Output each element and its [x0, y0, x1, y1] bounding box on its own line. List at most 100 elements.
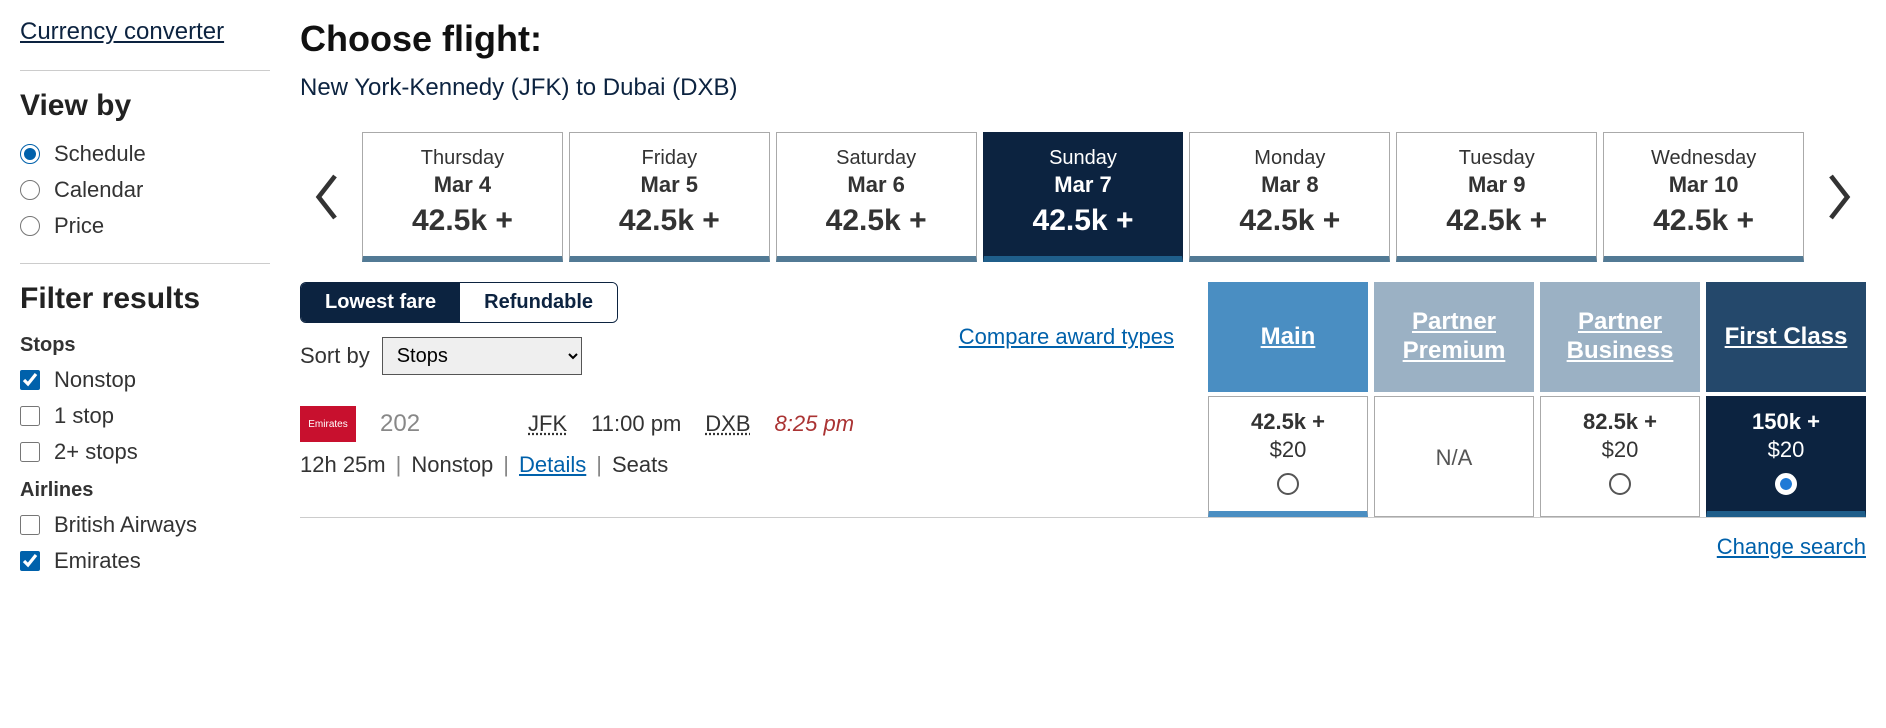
separator: | [503, 452, 509, 478]
stops-2plus-check[interactable] [20, 442, 40, 462]
viewby-calendar-radio[interactable] [20, 180, 40, 200]
details-link[interactable]: Details [519, 452, 586, 478]
chevron-right-icon [1824, 173, 1852, 221]
price-radio[interactable] [1775, 473, 1797, 495]
price-money: $20 [1545, 437, 1695, 463]
flight-number: 202 [380, 410, 420, 438]
price-radio[interactable] [1609, 473, 1631, 495]
stops-nonstop[interactable]: Nonstop [20, 367, 270, 393]
cabin-header-3[interactable]: First Class [1706, 282, 1866, 392]
date-day: Friday [574, 147, 765, 170]
viewby-calendar-label: Calendar [54, 177, 143, 203]
compare-award-link[interactable]: Compare award types [959, 324, 1174, 350]
stops-1stop[interactable]: 1 stop [20, 403, 270, 429]
stops-text: Nonstop [411, 452, 493, 478]
cabin-header-0[interactable]: Main [1208, 282, 1368, 392]
price-pts: 150k + [1711, 409, 1861, 435]
separator: | [596, 452, 602, 478]
airline-british[interactable]: British Airways [20, 512, 270, 538]
price-cell-1: N/A [1374, 396, 1534, 517]
dep-time: 11:00 pm [591, 411, 681, 437]
viewby-calendar[interactable]: Calendar [20, 177, 270, 203]
date-date: Mar 10 [1608, 172, 1799, 198]
currency-converter-link[interactable]: Currency converter [20, 18, 224, 45]
next-dates-button[interactable] [1810, 132, 1866, 262]
arr-time: 8:25 pm [775, 411, 855, 437]
date-day: Tuesday [1401, 147, 1592, 170]
date-day: Sunday [988, 147, 1179, 170]
date-day: Thursday [367, 147, 558, 170]
viewby-price-label: Price [54, 213, 104, 239]
date-price: 42.5k + [1401, 204, 1592, 238]
arr-airport: DXB [705, 411, 750, 437]
airline-british-check[interactable] [20, 515, 40, 535]
date-day: Monday [1194, 147, 1385, 170]
stops-2plus[interactable]: 2+ stops [20, 439, 270, 465]
separator: | [396, 452, 402, 478]
flight-row: Emirates 202 JFK 11:00 pm DXB 8:25 pm 12… [300, 392, 1866, 518]
fare-toggle-refundable[interactable]: Refundable [460, 283, 617, 322]
date-date: Mar 6 [781, 172, 972, 198]
airline-logo-icon: Emirates [300, 406, 356, 442]
stops-1stop-check[interactable] [20, 406, 40, 426]
date-price: 42.5k + [988, 204, 1179, 238]
change-search-link[interactable]: Change search [1717, 534, 1866, 559]
viewby-price-radio[interactable] [20, 216, 40, 236]
sort-by: Sort by Stops [300, 337, 618, 375]
date-card-6[interactable]: WednesdayMar 1042.5k + [1603, 132, 1804, 262]
price-cell-3[interactable]: 150k +$20 [1706, 396, 1866, 517]
controls-left: Lowest fare Refundable Sort by Stops [300, 282, 618, 375]
date-card-1[interactable]: FridayMar 5 42.5k + [569, 132, 770, 262]
divider [20, 263, 270, 264]
sort-by-select[interactable]: Stops [382, 337, 582, 375]
date-day: Saturday [781, 147, 972, 170]
controls-row: Lowest fare Refundable Sort by Stops Com… [300, 282, 1866, 392]
prev-dates-button[interactable] [300, 132, 356, 262]
date-price: 42.5k + [1194, 204, 1385, 238]
viewby-schedule[interactable]: Schedule [20, 141, 270, 167]
date-card-0[interactable]: ThursdayMar 4 42.5k + [362, 132, 563, 262]
date-price: 42.5k + [574, 204, 765, 238]
view-by-title: View by [20, 89, 270, 123]
fare-toggle-lowest[interactable]: Lowest fare [301, 283, 460, 322]
date-card-3[interactable]: SundayMar 742.5k + [983, 132, 1184, 262]
date-date: Mar 4 [367, 172, 558, 198]
price-pts: 42.5k + [1213, 409, 1363, 435]
date-card-5[interactable]: TuesdayMar 942.5k + [1396, 132, 1597, 262]
date-price: 42.5k + [1608, 204, 1799, 238]
sidebar: Currency converter View by Schedule Cale… [20, 18, 290, 710]
cabin-header-1[interactable]: Partner Premium [1374, 282, 1534, 392]
viewby-price[interactable]: Price [20, 213, 270, 239]
stops-nonstop-check[interactable] [20, 370, 40, 390]
viewby-schedule-radio[interactable] [20, 144, 40, 164]
price-cells: 42.5k +$20N/A82.5k +$20150k +$20 [1208, 392, 1866, 517]
price-cell-0[interactable]: 42.5k +$20 [1208, 396, 1368, 517]
date-strip: ThursdayMar 4 42.5k + FridayMar 5 42.5k + Sa… [300, 132, 1866, 262]
price-money: $20 [1213, 437, 1363, 463]
flight-info: Emirates 202 JFK 11:00 pm DXB 8:25 pm 12… [300, 392, 1208, 517]
flight-line1: Emirates 202 JFK 11:00 pm DXB 8:25 pm [300, 406, 1198, 442]
sort-by-label: Sort by [300, 343, 370, 369]
viewby-schedule-label: Schedule [54, 141, 146, 167]
price-cell-2[interactable]: 82.5k +$20 [1540, 396, 1700, 517]
stops-1stop-label: 1 stop [54, 403, 114, 429]
change-search-row: Change search [300, 534, 1866, 560]
date-date: Mar 5 [574, 172, 765, 198]
price-pts: 82.5k + [1545, 409, 1695, 435]
date-card-2[interactable]: SaturdayMar 642.5k + [776, 132, 977, 262]
duration: 12h 25m [300, 452, 386, 478]
date-card-4[interactable]: MondayMar 842.5k + [1189, 132, 1390, 262]
airlines-label: Airlines [20, 479, 270, 502]
airline-emirates-check[interactable] [20, 551, 40, 571]
fare-toggle: Lowest fare Refundable [300, 282, 618, 323]
stops-2plus-label: 2+ stops [54, 439, 138, 465]
dep-airport: JFK [528, 411, 567, 437]
filter-title: Filter results [20, 282, 270, 316]
seats-link[interactable]: Seats [612, 452, 668, 478]
route-text: New York-Kennedy (JFK) to Dubai (DXB) [300, 74, 1866, 102]
date-price: 42.5k + [367, 204, 558, 238]
airline-emirates[interactable]: Emirates [20, 548, 270, 574]
cabin-header-2[interactable]: Partner Business [1540, 282, 1700, 392]
price-radio[interactable] [1277, 473, 1299, 495]
flight-line2: 12h 25m | Nonstop | Details | Seats [300, 452, 1198, 478]
